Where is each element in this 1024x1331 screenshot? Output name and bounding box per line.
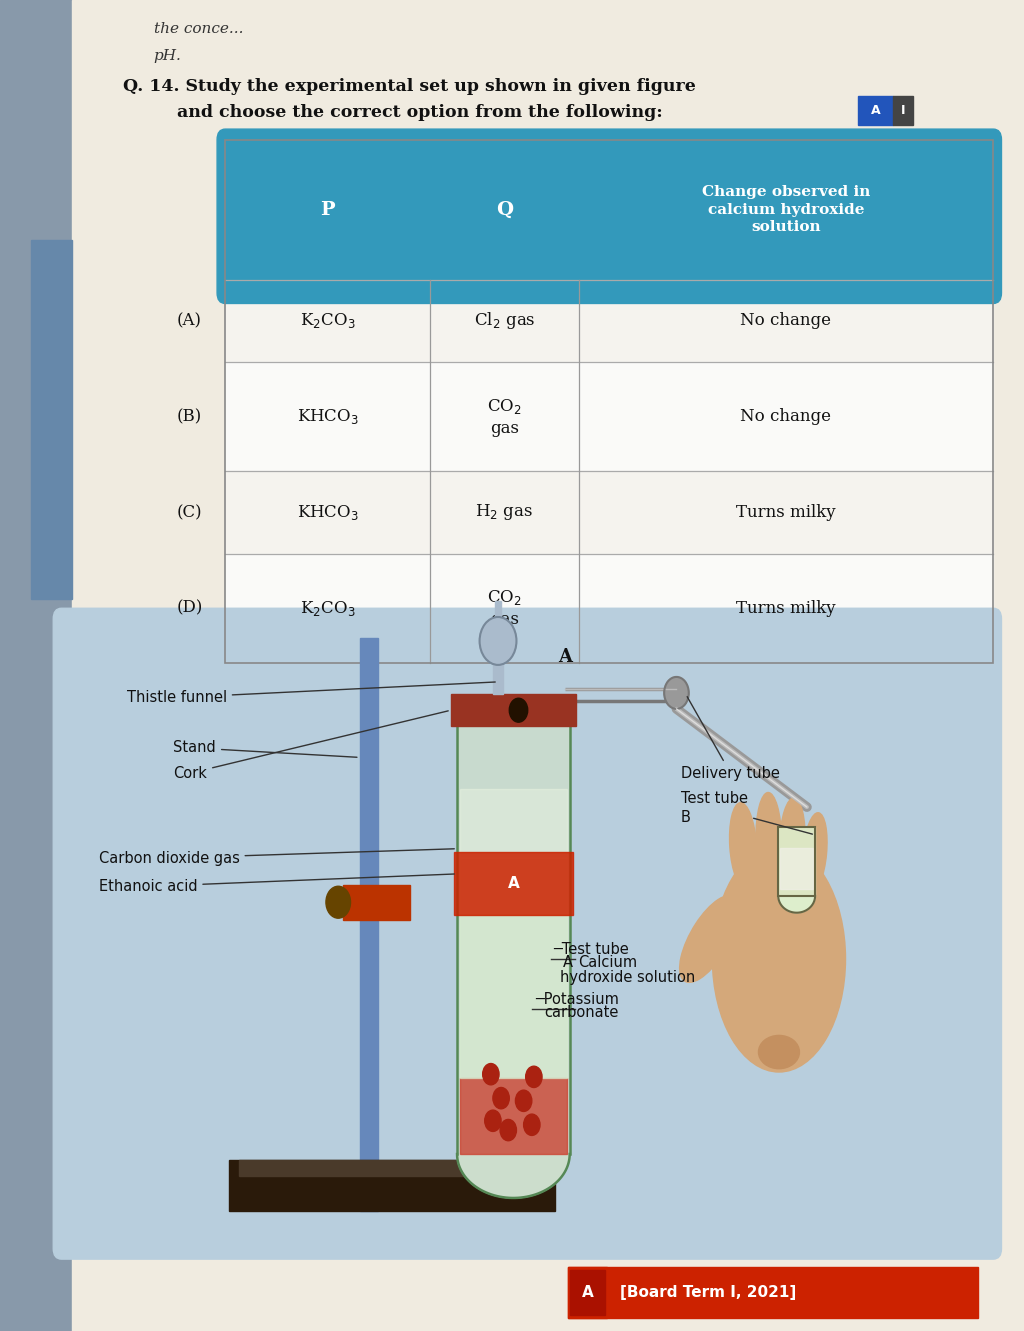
Text: No change: No change bbox=[740, 409, 831, 425]
Text: (D): (D) bbox=[176, 600, 203, 616]
Text: Ethanoic acid: Ethanoic acid bbox=[98, 874, 455, 894]
Bar bbox=[343, 885, 410, 920]
Bar bbox=[225, 554, 993, 663]
Text: (C): (C) bbox=[176, 504, 203, 520]
Circle shape bbox=[515, 1090, 531, 1111]
Bar bbox=[451, 695, 575, 725]
Bar bbox=[893, 96, 913, 125]
Bar bbox=[225, 140, 993, 663]
Text: Calcium: Calcium bbox=[579, 954, 638, 969]
Bar bbox=[780, 848, 813, 889]
Polygon shape bbox=[457, 1154, 569, 1198]
Text: H$_2$ gas: H$_2$ gas bbox=[475, 502, 534, 523]
Ellipse shape bbox=[680, 896, 739, 982]
Circle shape bbox=[479, 618, 516, 666]
Text: I: I bbox=[901, 104, 905, 117]
Text: Turns milky: Turns milky bbox=[736, 504, 836, 520]
Text: ─Test tube: ─Test tube bbox=[553, 942, 629, 957]
Bar bbox=[570, 1270, 605, 1315]
Text: Q. 14. Study the experimental set up shown in given figure: Q. 14. Study the experimental set up sho… bbox=[123, 77, 695, 95]
Circle shape bbox=[482, 1063, 499, 1085]
Bar bbox=[225, 140, 993, 280]
Circle shape bbox=[484, 1110, 501, 1131]
Bar bbox=[31, 240, 72, 599]
Bar bbox=[778, 827, 815, 896]
Bar bbox=[229, 1161, 555, 1211]
Text: ─Potassium: ─Potassium bbox=[535, 993, 618, 1008]
Text: CO$_2$
gas: CO$_2$ gas bbox=[487, 588, 521, 628]
Text: pH.: pH. bbox=[154, 49, 181, 63]
Bar bbox=[568, 1267, 607, 1318]
Bar bbox=[454, 852, 572, 914]
Text: A: A bbox=[870, 104, 881, 117]
Text: Change observed in
calcium hydroxide
solution: Change observed in calcium hydroxide sol… bbox=[701, 185, 870, 234]
Bar bbox=[495, 602, 501, 618]
Text: Test tube
B: Test tube B bbox=[681, 791, 812, 835]
Text: the conce...: the conce... bbox=[154, 23, 243, 36]
Text: K$_2$CO$_3$: K$_2$CO$_3$ bbox=[300, 599, 355, 618]
Bar bbox=[225, 280, 993, 362]
Bar bbox=[568, 1267, 978, 1318]
Text: carbonate: carbonate bbox=[544, 1005, 618, 1020]
Text: (B): (B) bbox=[177, 409, 202, 425]
Bar bbox=[457, 707, 569, 1154]
Text: (A): (A) bbox=[177, 313, 202, 329]
Circle shape bbox=[326, 886, 350, 918]
FancyBboxPatch shape bbox=[53, 608, 1001, 1259]
Text: KHCO$_3$: KHCO$_3$ bbox=[297, 407, 358, 426]
Bar bbox=[240, 1161, 545, 1177]
Text: No change: No change bbox=[740, 313, 831, 329]
Bar bbox=[225, 471, 993, 554]
Text: [Board Term I, 2021]: [Board Term I, 2021] bbox=[620, 1284, 796, 1300]
Bar bbox=[858, 96, 893, 125]
Text: and choose the correct option from the following:: and choose the correct option from the f… bbox=[123, 104, 663, 121]
Bar bbox=[460, 789, 566, 858]
Bar bbox=[460, 858, 566, 1078]
Text: A: A bbox=[582, 1284, 594, 1300]
Circle shape bbox=[523, 1114, 540, 1135]
Text: Delivery tube: Delivery tube bbox=[681, 696, 780, 781]
Circle shape bbox=[509, 699, 527, 723]
Bar bbox=[493, 638, 503, 695]
Ellipse shape bbox=[803, 813, 827, 892]
Circle shape bbox=[493, 1087, 509, 1109]
Circle shape bbox=[665, 677, 689, 709]
Text: hydroxide solution: hydroxide solution bbox=[560, 970, 695, 985]
Text: Stand: Stand bbox=[173, 740, 357, 757]
Text: KHCO$_3$: KHCO$_3$ bbox=[297, 503, 358, 522]
Ellipse shape bbox=[756, 792, 781, 885]
Text: Cork: Cork bbox=[173, 711, 449, 781]
Circle shape bbox=[500, 1119, 516, 1141]
Text: A: A bbox=[563, 954, 572, 969]
Ellipse shape bbox=[729, 803, 757, 889]
Ellipse shape bbox=[779, 797, 805, 888]
Text: Q: Q bbox=[496, 201, 513, 218]
Text: Carbon dioxide gas: Carbon dioxide gas bbox=[98, 849, 455, 865]
Ellipse shape bbox=[759, 1036, 800, 1069]
Text: K$_2$CO$_3$: K$_2$CO$_3$ bbox=[300, 311, 355, 330]
Text: P: P bbox=[321, 201, 335, 218]
Text: Thistle funnel: Thistle funnel bbox=[127, 681, 496, 705]
Circle shape bbox=[525, 1066, 542, 1087]
Bar bbox=[460, 1078, 566, 1154]
Text: A: A bbox=[508, 876, 519, 890]
Bar bbox=[778, 827, 815, 896]
Text: CO$_2$
gas: CO$_2$ gas bbox=[487, 397, 521, 437]
Ellipse shape bbox=[713, 845, 846, 1071]
FancyBboxPatch shape bbox=[217, 129, 1001, 303]
Text: Turns milky: Turns milky bbox=[736, 600, 836, 616]
Polygon shape bbox=[778, 896, 815, 913]
Bar bbox=[225, 362, 993, 471]
Bar bbox=[0, 0, 72, 1331]
Text: A: A bbox=[558, 648, 571, 666]
Bar bbox=[359, 638, 378, 1211]
Text: Cl$_2$ gas: Cl$_2$ gas bbox=[473, 310, 536, 331]
